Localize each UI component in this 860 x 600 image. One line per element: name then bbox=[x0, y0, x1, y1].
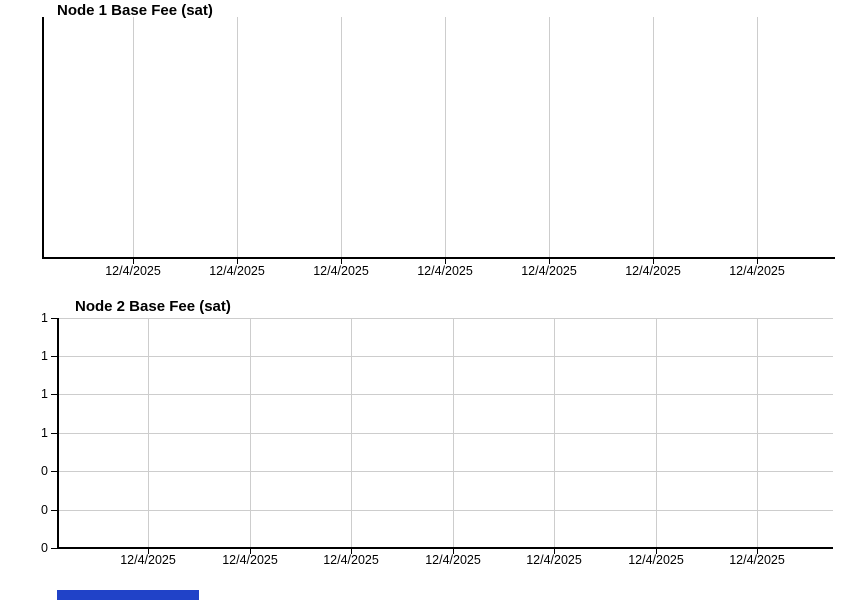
gridline-horizontal bbox=[58, 356, 833, 357]
x-tick-label: 12/4/2025 bbox=[628, 553, 684, 567]
y-tick-mark bbox=[51, 318, 57, 319]
y-tick-mark bbox=[51, 433, 57, 434]
x-tick-mark bbox=[554, 549, 555, 554]
x-tick-mark bbox=[653, 259, 654, 264]
x-tick-mark bbox=[656, 549, 657, 554]
x-tick-label: 12/4/2025 bbox=[729, 553, 785, 567]
x-tick-label: 12/4/2025 bbox=[729, 264, 785, 278]
x-tick-mark bbox=[549, 259, 550, 264]
x-tick-mark bbox=[453, 549, 454, 554]
x-tick-mark bbox=[351, 549, 352, 554]
x-tick-label: 12/4/2025 bbox=[209, 264, 265, 278]
gridline-vertical bbox=[653, 17, 654, 258]
gridline-vertical bbox=[237, 17, 238, 258]
y-tick-mark bbox=[51, 510, 57, 511]
y-tick-label: 1 bbox=[41, 426, 48, 440]
x-tick-mark bbox=[133, 259, 134, 264]
x-tick-label: 12/4/2025 bbox=[417, 264, 473, 278]
y-tick-label: 0 bbox=[41, 503, 48, 517]
y-tick-label: 1 bbox=[41, 387, 48, 401]
x-tick-mark bbox=[341, 259, 342, 264]
gridline-vertical bbox=[445, 17, 446, 258]
x-tick-mark bbox=[237, 259, 238, 264]
y-tick-mark bbox=[51, 356, 57, 357]
gridline-horizontal bbox=[58, 471, 833, 472]
gridline-vertical bbox=[549, 17, 550, 258]
x-tick-label: 12/4/2025 bbox=[521, 264, 577, 278]
y-tick-label: 0 bbox=[41, 464, 48, 478]
x-tick-mark bbox=[148, 549, 149, 554]
gridline-vertical bbox=[341, 17, 342, 258]
gridline-vertical bbox=[757, 17, 758, 258]
x-tick-mark bbox=[757, 259, 758, 264]
y-tick-mark bbox=[51, 394, 57, 395]
x-tick-label: 12/4/2025 bbox=[105, 264, 161, 278]
x-tick-label: 12/4/2025 bbox=[120, 553, 176, 567]
x-tick-label: 12/4/2025 bbox=[313, 264, 369, 278]
y-tick-label: 0 bbox=[41, 541, 48, 555]
gridline-horizontal bbox=[58, 318, 833, 319]
x-tick-label: 12/4/2025 bbox=[222, 553, 278, 567]
plot-area-node1: 12/4/2025 12/4/2025 12/4/2025 12/4/2025 12/4… bbox=[42, 17, 835, 278]
gridline-vertical bbox=[133, 17, 134, 258]
x-axis bbox=[42, 257, 835, 259]
x-tick-label: 12/4/2025 bbox=[323, 553, 379, 567]
y-tick-label: 1 bbox=[41, 311, 48, 325]
x-tick-mark bbox=[250, 549, 251, 554]
gridline-horizontal bbox=[58, 394, 833, 395]
gridline-horizontal bbox=[58, 433, 833, 434]
y-tick-mark bbox=[51, 548, 57, 549]
y-tick-label: 1 bbox=[41, 349, 48, 363]
blue-scrollbar-thumb[interactable] bbox=[57, 590, 199, 600]
x-tick-label: 12/4/2025 bbox=[625, 264, 681, 278]
chart-title-node2: Node 2 Base Fee (sat) bbox=[75, 298, 231, 315]
gridline-horizontal bbox=[58, 510, 833, 511]
y-axis bbox=[42, 17, 44, 259]
y-axis bbox=[57, 318, 59, 549]
chart-title-node1: Node 1 Base Fee (sat) bbox=[57, 2, 213, 19]
x-tick-mark bbox=[445, 259, 446, 264]
x-axis bbox=[57, 547, 833, 549]
y-tick-mark bbox=[51, 471, 57, 472]
x-tick-label: 12/4/2025 bbox=[526, 553, 582, 567]
x-tick-label: 12/4/2025 bbox=[425, 553, 481, 567]
x-tick-mark bbox=[757, 549, 758, 554]
